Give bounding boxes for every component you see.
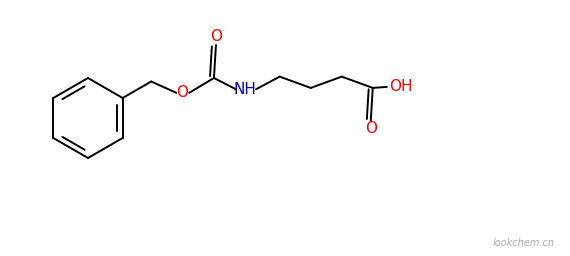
Text: O: O	[365, 121, 377, 136]
Text: O: O	[176, 85, 188, 100]
Text: lookchem.cn: lookchem.cn	[493, 238, 555, 248]
Text: NH: NH	[234, 82, 256, 97]
Text: OH: OH	[389, 79, 413, 94]
Text: O: O	[210, 29, 222, 45]
